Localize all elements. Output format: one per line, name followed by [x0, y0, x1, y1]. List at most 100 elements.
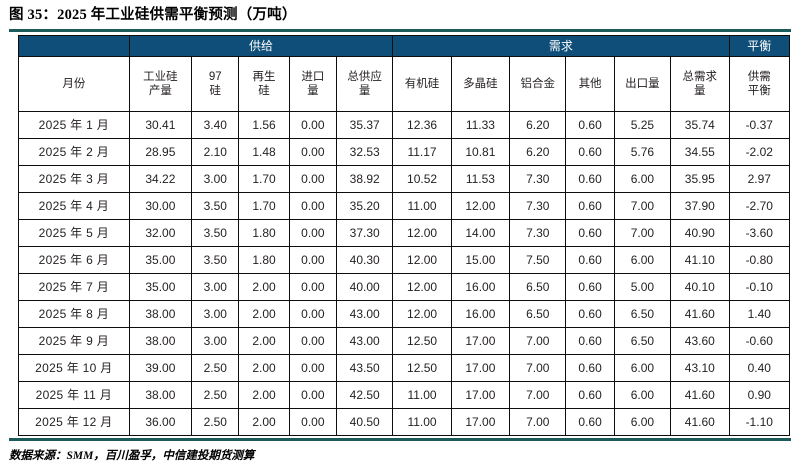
cell-month: 2025 年 6 月 — [18, 246, 130, 274]
cell-si97: 3.50 — [191, 246, 240, 274]
cell-export: 6.00 — [613, 381, 672, 409]
cell-recycle: 2.00 — [238, 381, 290, 409]
table-row: 2025 年 3 月 34.22 3.00 1.70 0.00 38.92 10.52 11.… — [18, 165, 790, 193]
cell-supply: 35.20 — [335, 192, 394, 220]
cell-export: 6.50 — [613, 300, 672, 328]
cell-balance: -0.37 — [728, 111, 790, 139]
cell-poly: 17.00 — [450, 327, 511, 355]
cell-month: 2025 年 2 月 — [18, 138, 130, 166]
cell-si97: 2.10 — [191, 138, 240, 166]
cell-month: 2025 年 5 月 — [18, 219, 130, 247]
cell-balance: 0.40 — [728, 354, 790, 382]
cell-organic: 11.17 — [392, 138, 452, 166]
cell-recycle: 1.70 — [238, 192, 290, 220]
cell-supply: 40.30 — [335, 246, 394, 274]
cell-export: 5.00 — [613, 273, 672, 301]
cell-demand: 40.90 — [670, 219, 730, 247]
cell-si97: 3.00 — [191, 327, 240, 355]
col-header-aluminum-alloy: 铝合金 — [509, 56, 567, 112]
cell-alloy: 6.50 — [509, 300, 567, 328]
cell-balance: -0.10 — [728, 273, 790, 301]
cell-other: 0.60 — [565, 246, 615, 274]
table-row: 2025 年 4 月 30.00 3.50 1.70 0.00 35.20 11.00 12.… — [18, 192, 790, 220]
cell-import: 0.00 — [288, 327, 338, 355]
cell-demand: 34.55 — [670, 138, 730, 166]
column-header-row: 月份 工业硅 产量 97 硅 再生 硅 进口 — [18, 56, 790, 112]
cell-organic: 12.50 — [392, 327, 452, 355]
cell-organic: 10.52 — [392, 165, 452, 193]
cell-supply: 40.00 — [335, 273, 394, 301]
cell-supply: 42.50 — [335, 381, 394, 409]
cell-balance: -0.80 — [728, 246, 790, 274]
cell-alloy: 7.00 — [509, 327, 567, 355]
cell-si97: 3.00 — [191, 165, 240, 193]
cell-other: 0.60 — [565, 300, 615, 328]
table-row: 2025 年 6 月 35.00 3.50 1.80 0.00 40.30 12.00 15.… — [18, 246, 790, 274]
cell-poly: 11.33 — [450, 111, 511, 139]
cell-supply: 35.37 — [335, 111, 394, 139]
table-row: 2025 年 7 月 35.00 3.00 2.00 0.00 40.00 12.00 16.… — [18, 273, 790, 301]
cell-recycle: 1.56 — [238, 111, 290, 139]
cell-demand: 41.60 — [670, 381, 730, 409]
table-row: 2025 年 12 月 36.00 2.50 2.00 0.00 40.50 11.00 17… — [18, 408, 790, 436]
col-header-export-volume: 出口量 — [613, 56, 672, 112]
col-header-month: 月份 — [18, 56, 130, 112]
page-title: 图 35：2025 年工业硅供需平衡预测（万吨） — [9, 7, 297, 23]
col-header-recycled-silicon: 再生 硅 — [238, 56, 290, 112]
cell-alloy: 7.50 — [509, 246, 567, 274]
cell-ind: 35.00 — [128, 246, 193, 274]
cell-recycle: 1.80 — [238, 246, 290, 274]
cell-poly: 11.53 — [450, 165, 511, 193]
cell-balance: -0.60 — [728, 327, 790, 355]
group-header-row: 供给 需求 平衡 — [18, 35, 790, 57]
cell-other: 0.60 — [565, 111, 615, 139]
col-header-import-volume: 进口 量 — [288, 56, 338, 112]
cell-month: 2025 年 12 月 — [18, 408, 130, 436]
cell-recycle: 1.80 — [238, 219, 290, 247]
cell-other: 0.60 — [565, 192, 615, 220]
cell-recycle: 2.00 — [238, 273, 290, 301]
cell-alloy: 6.20 — [509, 138, 567, 166]
cell-poly: 14.00 — [450, 219, 511, 247]
col-header-supply-demand-balance: 供需 平衡 — [728, 56, 790, 112]
cell-alloy: 7.00 — [509, 354, 567, 382]
table-row: 2025 年 1 月 30.41 3.40 1.56 0.00 35.37 12.36 11.… — [18, 111, 790, 139]
cell-ind: 30.00 — [128, 192, 193, 220]
cell-export: 6.00 — [613, 165, 672, 193]
col-header-industrial-silicon-output: 工业硅 产量 — [128, 56, 193, 112]
cell-supply: 43.50 — [335, 354, 394, 382]
cell-other: 0.60 — [565, 408, 615, 436]
cell-si97: 3.00 — [191, 300, 240, 328]
cell-export: 6.00 — [613, 354, 672, 382]
table-row: 2025 年 8 月 38.00 3.00 2.00 0.00 43.00 12.00 16.… — [18, 300, 790, 328]
cell-recycle: 1.48 — [238, 138, 290, 166]
cell-month: 2025 年 4 月 — [18, 192, 130, 220]
cell-poly: 17.00 — [450, 381, 511, 409]
cell-balance: 2.97 — [728, 165, 790, 193]
supply-demand-table-wrap: 供给 需求 平衡 月份 工业硅 产量 97 硅 — [18, 35, 790, 436]
cell-month: 2025 年 9 月 — [18, 327, 130, 355]
cell-import: 0.00 — [288, 192, 338, 220]
cell-supply: 38.92 — [335, 165, 394, 193]
cell-poly: 17.00 — [450, 408, 511, 436]
col-header-other: 其他 — [565, 56, 615, 112]
cell-other: 0.60 — [565, 354, 615, 382]
cell-month: 2025 年 3 月 — [18, 165, 130, 193]
cell-balance: -2.02 — [728, 138, 790, 166]
cell-supply: 43.00 — [335, 300, 394, 328]
col-header-97-silicon: 97 硅 — [191, 56, 240, 112]
cell-other: 0.60 — [565, 273, 615, 301]
cell-demand: 35.74 — [670, 111, 730, 139]
cell-balance: -3.60 — [728, 219, 790, 247]
table-row: 2025 年 11 月 38.00 2.50 2.00 0.00 42.50 11.00 17… — [18, 381, 790, 409]
cell-poly: 17.00 — [450, 354, 511, 382]
cell-poly: 10.81 — [450, 138, 511, 166]
cell-si97: 2.50 — [191, 354, 240, 382]
cell-recycle: 2.00 — [238, 300, 290, 328]
cell-si97: 3.50 — [191, 219, 240, 247]
cell-other: 0.60 — [565, 138, 615, 166]
cell-supply: 32.53 — [335, 138, 394, 166]
cell-balance: -2.70 — [728, 192, 790, 220]
cell-demand: 41.10 — [670, 246, 730, 274]
cell-import: 0.00 — [288, 300, 338, 328]
